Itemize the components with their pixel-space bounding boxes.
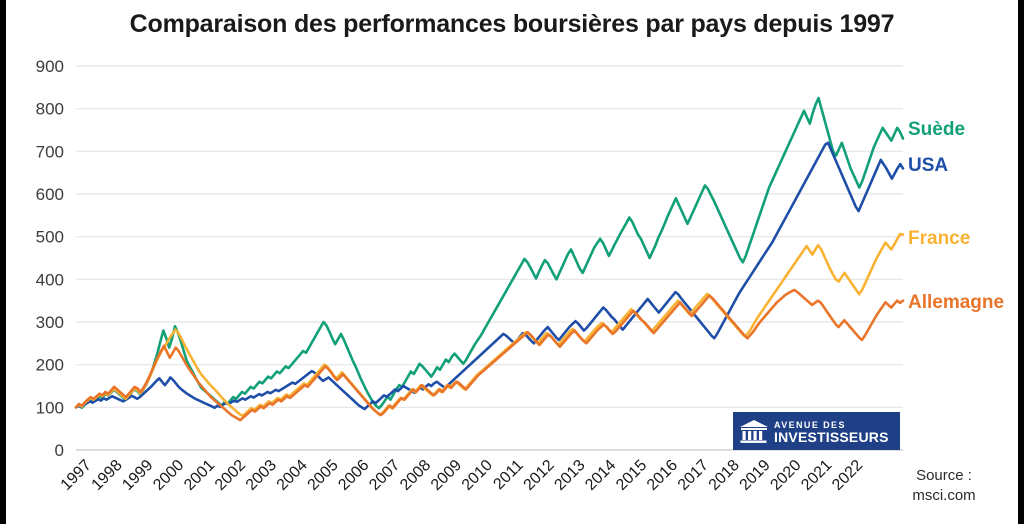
plot-area: 0 100 200 300 400 500 600 700 800 900 1997 1998 1999…	[6, 0, 1024, 524]
series-line-allemagne	[74, 288, 905, 422]
x-tick-label: 2013	[551, 457, 588, 494]
legend-item-suede: Suède	[908, 119, 966, 141]
logo-text-block: AVENUE DES INVESTISSEURS	[774, 419, 889, 445]
y-tick-label: 800	[36, 100, 64, 119]
source-label: Source :	[916, 467, 972, 484]
x-tick-label: 2022	[829, 457, 866, 494]
x-tick-label: 2000	[150, 457, 187, 494]
y-tick-label: 200	[36, 356, 64, 375]
x-tick-label: 2010	[459, 457, 496, 494]
y-tick-label: 700	[36, 142, 64, 161]
x-tick-label: 2020	[767, 457, 804, 494]
page-title: Comparaison des performances boursières …	[129, 10, 895, 38]
x-tick-label: 2003	[243, 457, 280, 494]
x-tick-label: 1999	[119, 457, 156, 494]
x-tick-label: 2012	[521, 457, 558, 494]
bank-building-icon	[740, 420, 768, 443]
x-tick-label: 2005	[305, 457, 342, 494]
x-tick-label: 2015	[613, 457, 650, 494]
x-tick-label: 2008	[397, 457, 434, 494]
y-tick-label: 300	[36, 313, 64, 332]
x-tick-label: 2017	[675, 457, 712, 494]
x-tick-label: 2004	[274, 457, 311, 494]
x-tick-label: 2006	[335, 457, 372, 494]
legend-item-allemagne: Allemagne	[908, 291, 1005, 313]
legend-item-usa: USA	[908, 154, 949, 176]
y-tick-label: 400	[36, 270, 64, 289]
y-tick-label: 900	[36, 57, 64, 76]
y-tick-label: 0	[55, 441, 64, 460]
line-chart-svg: 0 100 200 300 400 500 600 700 800 900 199719981999…	[36, 57, 905, 494]
logo-line-1: AVENUE DES	[774, 420, 846, 430]
x-tick-label: 2011	[490, 457, 526, 493]
source-credit: Source : msci.com	[884, 466, 1004, 506]
x-tick-label: 2021	[798, 457, 835, 494]
series-line-france	[74, 232, 905, 418]
x-tick-label: 2009	[428, 457, 465, 494]
y-tick-label: 500	[36, 228, 64, 247]
x-tick-label: 2014	[582, 457, 619, 494]
x-tick-label: 2007	[366, 457, 403, 494]
source-value: msci.com	[912, 487, 976, 504]
y-tick-label: 100	[36, 398, 64, 417]
series-line-sude	[74, 96, 905, 410]
x-tick-label: 2016	[644, 457, 681, 494]
logo-line-2: INVESTISSEURS	[774, 429, 889, 445]
x-tick-label: 1997	[58, 457, 95, 494]
y-tick-label: 600	[36, 185, 64, 204]
x-tick-label: 1998	[88, 457, 125, 494]
x-tick-label: 2002	[212, 457, 249, 494]
x-tick-label: 2018	[706, 457, 743, 494]
x-tick-label: 2001	[181, 457, 218, 494]
series-line-usa	[74, 141, 905, 411]
legend-item-france: France	[908, 227, 971, 249]
x-tick-label: 2019	[737, 457, 774, 494]
avenue-des-investisseurs-logo: AVENUE DES INVESTISSEURS	[733, 412, 900, 450]
